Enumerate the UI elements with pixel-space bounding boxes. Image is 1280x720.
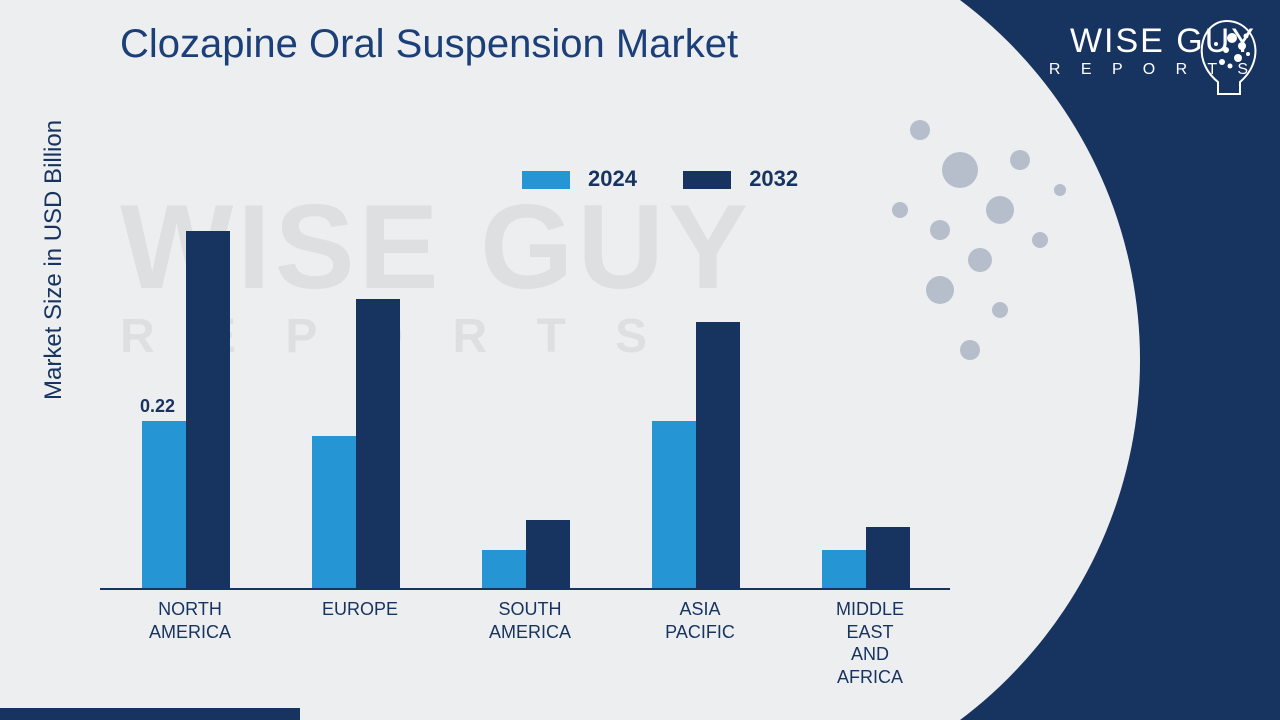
bar-north_america-2024 <box>142 421 186 588</box>
bar-north_america-2032 <box>186 231 230 588</box>
category-label-mea: MIDDLEEASTANDAFRICA <box>790 590 950 688</box>
chart-stage: Clozapine Oral Suspension Market WISE GU… <box>0 0 1280 720</box>
bar-europe-2024 <box>312 436 356 588</box>
value-label-north-america-2024: 0.22 <box>140 396 175 417</box>
bar-asia_pacific-2032 <box>696 322 740 588</box>
y-axis-label: Market Size in USD Billion <box>40 120 68 400</box>
category-label-south_america: SOUTHAMERICA <box>450 590 610 643</box>
legend-swatch-b <box>683 171 731 189</box>
brand-head-icon <box>1192 16 1262 96</box>
legend-swatch-a <box>522 171 570 189</box>
bar-south_america-2024 <box>482 550 526 588</box>
brand-logo: WISE GUY R E P O R T S <box>1049 22 1256 79</box>
bottom-accent-bar <box>0 708 300 720</box>
bar-mea-2032 <box>866 527 910 588</box>
legend-label-b: 2032 <box>749 166 798 191</box>
bar-south_america-2032 <box>526 520 570 588</box>
bar-europe-2032 <box>356 299 400 588</box>
bar-mea-2024 <box>822 550 866 588</box>
legend: 2024 2032 <box>0 166 1280 192</box>
plot-area: 0.22NORTHAMERICAEUROPESOUTHAMERICAASIAPA… <box>100 210 950 590</box>
category-label-asia_pacific: ASIAPACIFIC <box>620 590 780 643</box>
legend-label-a: 2024 <box>588 166 637 191</box>
category-label-europe: EUROPE <box>280 590 440 621</box>
category-label-north_america: NORTHAMERICA <box>110 590 270 643</box>
bar-asia_pacific-2024 <box>652 421 696 588</box>
chart-title: Clozapine Oral Suspension Market <box>120 22 738 67</box>
